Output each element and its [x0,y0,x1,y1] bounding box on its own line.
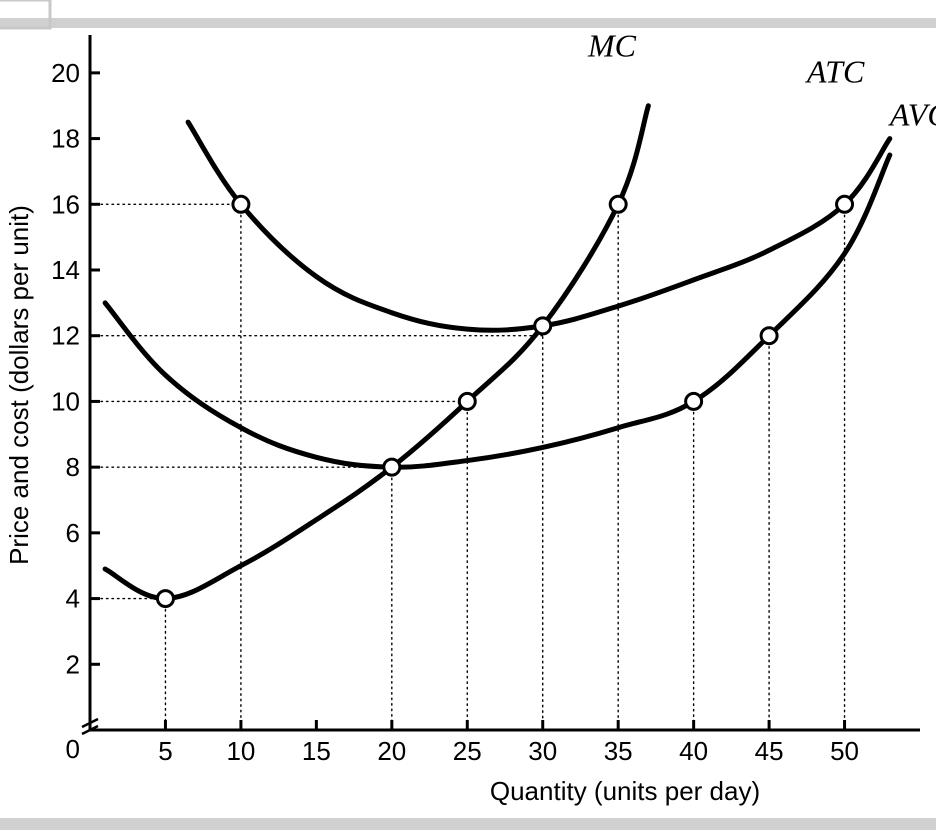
curve-label-MC: MC [587,27,637,63]
x-tick-label-15: 15 [302,736,331,766]
y-tick-label-20: 20 [51,58,80,88]
bottom-bar [0,818,936,830]
marker-30-12.3 [535,318,551,334]
marker-5-4 [157,591,173,607]
x-tick-label-30: 30 [528,736,557,766]
x-tick-label-50: 50 [830,736,859,766]
curve-AVC [105,155,890,467]
marker-45-12 [761,328,777,344]
curve-MC [105,106,648,599]
curve-label-ATC: ATC [805,54,865,90]
x-axis-label: Quantity (units per day) [490,776,760,806]
marker-40-10 [686,393,702,409]
curve-label-AVC: AVC [888,96,936,132]
y-tick-label-18: 18 [51,124,80,154]
y-tick-label-2: 2 [66,649,80,679]
marker-10-16 [233,196,249,212]
x-tick-label-5: 5 [158,736,172,766]
y-axis-label: Price and cost (dollars per unit) [4,205,34,565]
y-tick-label-10: 10 [51,386,80,416]
y-tick-label-4: 4 [66,584,80,614]
marker-25-10 [459,393,475,409]
x-tick-label-25: 25 [453,736,482,766]
marker-50-16 [837,196,853,212]
marker-35-16 [610,196,626,212]
y-tick-label-16: 16 [51,189,80,219]
y-tick-label-8: 8 [66,452,80,482]
y-tick-label-12: 12 [51,321,80,351]
x-tick-label-10: 10 [226,736,255,766]
chart-svg: 2 4 6 8 10 12 14 16 18 20 0 5 10 15 20 25 30 35 40 45 50 MC AT… [0,0,936,833]
x-tick-label-40: 40 [679,736,708,766]
y-tick-label-14: 14 [51,255,80,285]
marker-20-8 [384,459,400,475]
x-tick-label-35: 35 [604,736,633,766]
curve-ATC [188,122,890,330]
x-tick-label-20: 20 [377,736,406,766]
cost-curves-chart: 2 4 6 8 10 12 14 16 18 20 0 5 10 15 20 25 30 35 40 45 50 MC AT… [0,0,936,833]
x-tick-label-45: 45 [755,736,784,766]
origin-label: 0 [66,734,80,764]
y-tick-label-6: 6 [66,518,80,548]
top-bar [0,18,936,28]
